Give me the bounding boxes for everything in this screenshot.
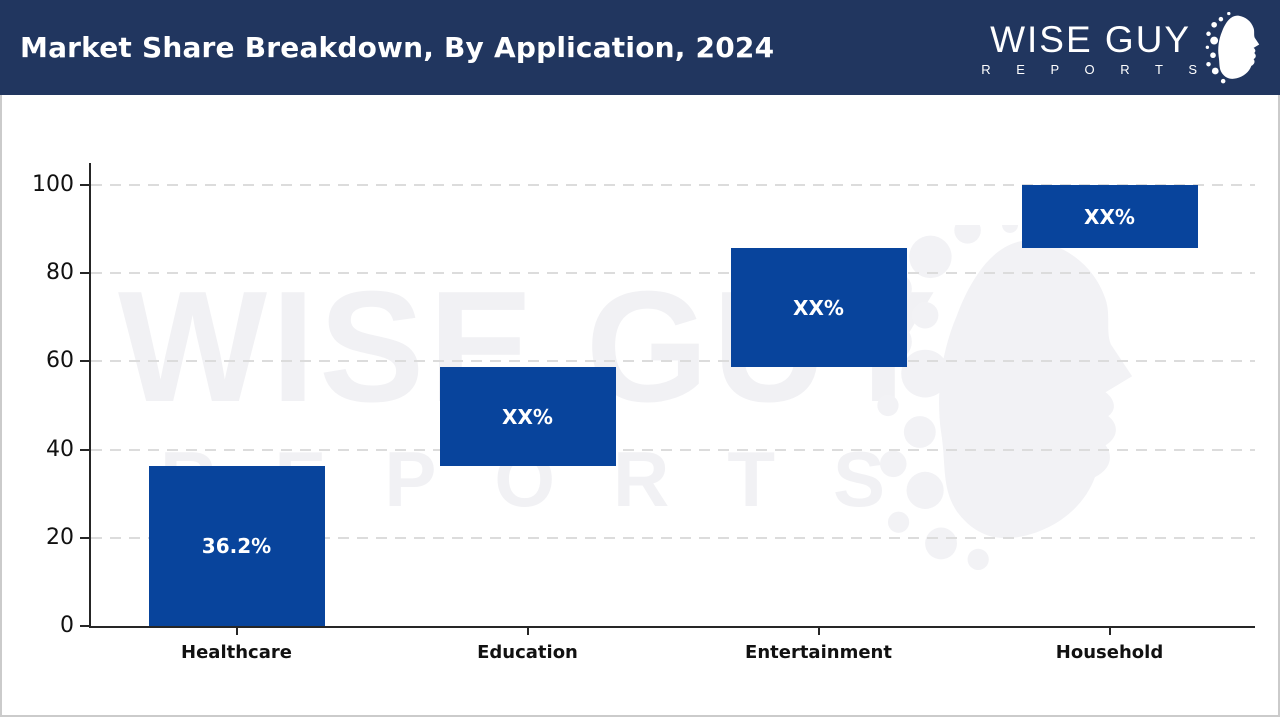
x-category-label-education: Education — [477, 642, 578, 663]
bar-value-label-entertainment: XX% — [793, 295, 844, 320]
page-border-left — [0, 95, 2, 717]
y-tick-label-60: 60 — [46, 348, 74, 374]
bar-value-label-education: XX% — [502, 404, 553, 429]
x-tick-entertainment — [817, 626, 820, 635]
gridline-60 — [91, 360, 1255, 363]
bar-entertainment — [730, 248, 907, 368]
gridline-100 — [91, 184, 1255, 187]
gridline-20 — [91, 536, 1255, 539]
y-tick-label-0: 0 — [60, 613, 74, 638]
x-tick-education — [526, 626, 529, 635]
bar-household — [1021, 185, 1198, 249]
y-tick-label-100: 100 — [32, 172, 74, 198]
y-tick-40 — [80, 448, 89, 451]
x-category-label-entertainment: Entertainment — [745, 642, 892, 663]
bar-value-label-healthcare: 36.2% — [201, 534, 272, 559]
y-tick-label-40: 40 — [46, 436, 74, 462]
x-category-label-household: Household — [1055, 642, 1164, 663]
plot-area: 0 20 40 60 80 100 36.2% Healthcare XX% Education X… — [32, 163, 1255, 662]
x-category-label-healthcare: Healthcare — [181, 642, 292, 663]
chart-title: Market Share Breakdown, By Application, … — [20, 31, 775, 64]
bar-healthcare — [148, 466, 325, 626]
y-tick-80 — [80, 272, 89, 275]
page-border-bottom — [0, 715, 1280, 717]
wise-guy-reports-logo: WISE GUY R E P O R T S — [973, 10, 1266, 88]
y-tick-label-20: 20 — [46, 524, 74, 550]
logo-wordmark: WISE GUY — [990, 19, 1192, 61]
x-tick-healthcare — [235, 626, 238, 635]
y-tick-100 — [80, 184, 89, 187]
gridline-40 — [91, 448, 1255, 451]
logo-head-profile-icon — [1205, 12, 1260, 84]
y-tick-label-80: 80 — [46, 260, 74, 286]
y-tick-20 — [80, 536, 89, 539]
y-tick-60 — [80, 360, 89, 363]
header-bar: Market Share Breakdown, By Application, … — [0, 0, 1280, 95]
logo-subtitle: R E P O R T S — [981, 61, 1208, 77]
bar-value-label-household: XX% — [1084, 204, 1135, 229]
logo-text: WISE GUY R E P O R T S — [973, 19, 1208, 77]
bar-education — [439, 367, 616, 467]
page-border-right — [1278, 95, 1280, 717]
y-tick-0 — [80, 625, 89, 627]
x-tick-household — [1108, 626, 1111, 635]
gridline-80 — [91, 272, 1255, 275]
